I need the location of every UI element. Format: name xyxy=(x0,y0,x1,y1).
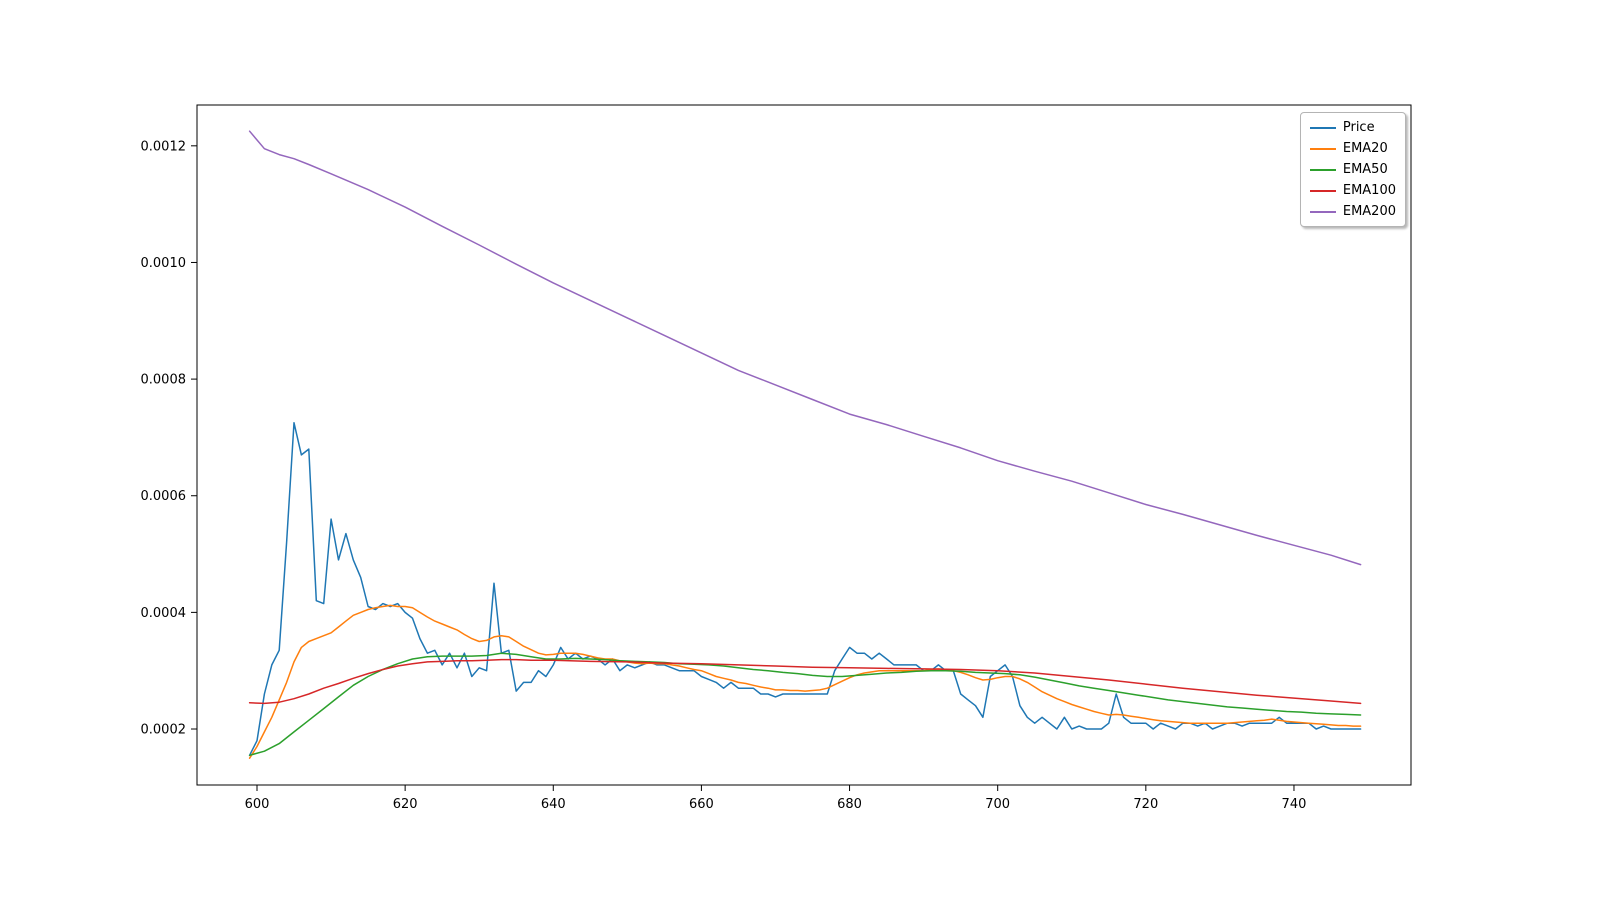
y-tick-label: 0.0006 xyxy=(141,489,187,504)
series-line-ema100 xyxy=(248,658,1362,705)
legend-label: EMA100 xyxy=(1342,183,1396,198)
legend-label: EMA50 xyxy=(1342,162,1388,177)
legend-entry-ema200: EMA200 xyxy=(1309,201,1396,222)
legend-line-sample xyxy=(1309,210,1336,213)
y-tick-label: 0.0008 xyxy=(141,373,187,388)
y-tick-label: 0.0002 xyxy=(141,723,187,738)
axes-frame xyxy=(196,104,1412,786)
x-tick-label: 600 xyxy=(245,797,270,812)
legend-entry-ema20: EMA20 xyxy=(1309,138,1396,159)
legend-label: Price xyxy=(1342,120,1375,135)
y-tick-label: 0.0004 xyxy=(141,606,187,621)
x-tick-label: 640 xyxy=(541,797,566,812)
legend-entry-ema100: EMA100 xyxy=(1309,180,1396,201)
legend-label: EMA200 xyxy=(1342,204,1396,219)
legend-entry-ema50: EMA50 xyxy=(1309,159,1396,180)
series-line-ema20 xyxy=(248,604,1362,759)
legend-line-sample xyxy=(1309,147,1336,150)
legend-line-sample xyxy=(1309,189,1336,192)
series-line-ema50 xyxy=(248,652,1362,757)
series-line-ema200 xyxy=(248,130,1362,566)
series-line-price xyxy=(248,422,1362,757)
legend-line-sample xyxy=(1309,126,1336,129)
x-tick-label: 680 xyxy=(837,797,862,812)
legend-entry-price: Price xyxy=(1309,117,1396,138)
x-tick-label: 720 xyxy=(1133,797,1158,812)
y-tick-label: 0.0010 xyxy=(141,256,187,271)
legend: Price EMA20 EMA50 EMA100 EMA200 xyxy=(1299,112,1406,227)
x-tick-label: 740 xyxy=(1282,797,1307,812)
x-tick-label: 660 xyxy=(689,797,714,812)
legend-line-sample xyxy=(1309,168,1336,171)
x-tick-label: 620 xyxy=(393,797,418,812)
x-tick-label: 700 xyxy=(985,797,1010,812)
legend-label: EMA20 xyxy=(1342,141,1388,156)
y-tick-label: 0.0012 xyxy=(141,139,187,154)
